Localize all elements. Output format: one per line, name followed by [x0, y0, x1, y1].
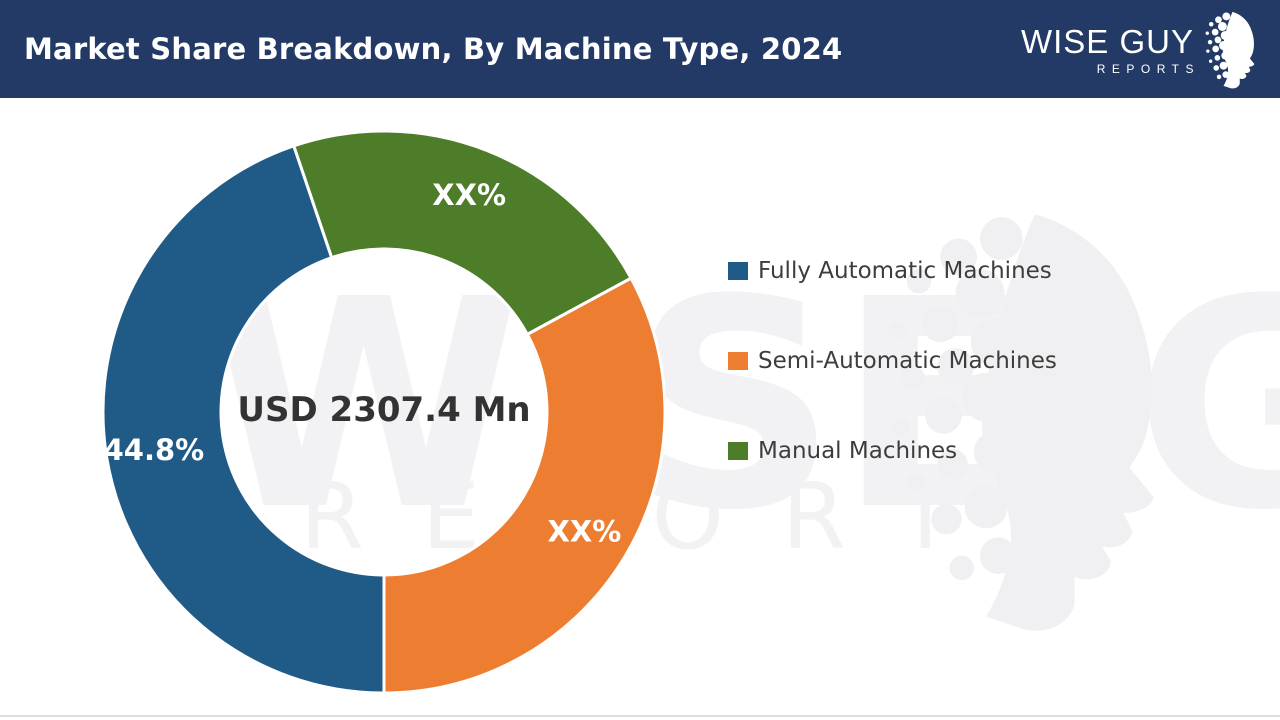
legend-item-semi-automatic-machines: Semi-Automatic Machines [728, 347, 1057, 375]
legend: Fully Automatic Machines Semi-Automatic M… [728, 257, 1057, 527]
legend-label: Manual Machines [758, 438, 958, 464]
legend-label: Semi-Automatic Machines [758, 348, 1057, 374]
bottom-rule [0, 715, 1280, 717]
slice-label-fully-automatic-machines: 44.8% [104, 433, 205, 467]
donut-segment-semi-automatic-machines [382, 276, 667, 695]
legend-swatch [728, 262, 748, 280]
wiseguy-logo: WISE GUY REPORTS [1021, 10, 1256, 90]
legend-label: Fully Automatic Machines [758, 258, 1052, 284]
logo-wordmark-block: WISE GUY REPORTS [1021, 25, 1194, 76]
legend-swatch [728, 442, 748, 460]
chart-center-value: USD 2307.4 Mn [237, 390, 531, 430]
logo-subtitle: REPORTS [1096, 61, 1200, 76]
legend-swatch [728, 352, 748, 370]
legend-item-manual-machines: Manual Machines [728, 437, 1057, 465]
logo-wordmark: WISE GUY [1020, 22, 1194, 60]
donut-segment-manual-machines [292, 129, 633, 336]
slice-label-manual-machines: XX% [432, 178, 506, 212]
donut-segment-fully-automatic-machines [101, 144, 386, 695]
page-title: Market Share Breakdown, By Machine Type,… [24, 32, 843, 66]
logo-face-icon [1205, 11, 1255, 89]
face-glyph [1205, 11, 1255, 89]
watermark-face-glyph [888, 214, 1154, 631]
slice-label-semi-automatic-machines: XX% [548, 514, 622, 548]
header-bar: Market Share Breakdown, By Machine Type,… [0, 0, 1280, 98]
legend-item-fully-automatic-machines: Fully Automatic Machines [728, 257, 1057, 285]
